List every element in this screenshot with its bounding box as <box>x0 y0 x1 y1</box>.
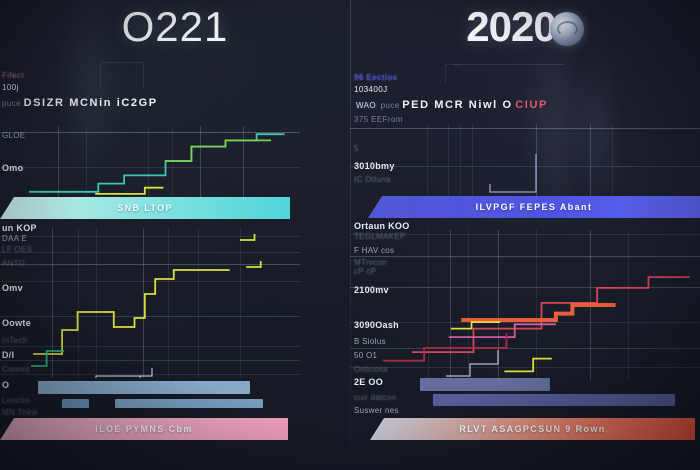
meta-line-3-prefix: puce <box>2 98 21 108</box>
meta-line-3-accent: CIUP <box>515 98 548 111</box>
globe-orb-icon <box>549 12 584 46</box>
banner-right-top[interactable]: ILVPGF FEPES Abant <box>368 196 700 218</box>
headline-right-text: 2020 <box>466 3 556 50</box>
bar-secondary[interactable] <box>433 394 675 406</box>
axis-label-right-16: Suswer nes <box>354 406 399 415</box>
chart-right-lower <box>350 230 700 380</box>
series-yellow-stub <box>95 186 164 195</box>
axis-label-left-11: O <box>2 380 10 390</box>
bar-primary[interactable] <box>38 381 250 394</box>
meta-line-1: 96 Eectios <box>354 73 398 82</box>
chart-left-upper-lines <box>29 133 285 195</box>
chart-left-bracket <box>95 368 153 378</box>
bar-small-a[interactable] <box>62 399 89 408</box>
banner-left-bottom-label: ILOE PYMNS Cbm <box>95 424 193 434</box>
series-teal-step <box>29 133 285 193</box>
ghost-rule-right <box>454 64 564 65</box>
bar-primary[interactable] <box>420 378 550 391</box>
meta-line-3-main: PED MCR Niwl O <box>402 98 513 111</box>
meta-line-3-prefix: puce <box>380 100 400 110</box>
chart-right-bracket <box>446 350 499 377</box>
headline-right: 2020 <box>350 6 700 48</box>
meta-line-3: puce DSIZR MCNin iC2GP <box>2 95 158 112</box>
banner-left-bottom[interactable]: ILOE PYMNS Cbm <box>0 418 288 440</box>
meta-block-right: 96 Eectios 103400J WAO puce PED MCR Niwl… <box>354 72 548 126</box>
axis-label-left-12: Lenciin <box>2 396 30 405</box>
banner-right-top-label: ILVPGF FEPES Abant <box>475 202 593 212</box>
meta-block-left: Fifect 100j puce DSIZR MCNin iC2GP <box>2 70 158 112</box>
bar-small-b[interactable] <box>115 399 263 408</box>
banner-left-top-label: SNB LTOP <box>117 203 173 213</box>
axis-label-left-13: MN Thkw <box>2 408 38 417</box>
chart-right-upper-lines <box>489 154 537 193</box>
chart-right-upper <box>350 124 700 196</box>
banner-right-bottom-label: RLVT ASAGPCSUN 9 Rown <box>459 424 606 434</box>
banner-right-bottom[interactable]: RLVT ASAGPCSUN 9 Rown <box>370 418 695 440</box>
meta-line-2: 100j <box>2 83 19 93</box>
chart-left-upper <box>0 126 300 198</box>
meta-line-3-main: DSIZR MCNin iC2GP <box>23 96 158 109</box>
axis-label-right-15: cuir datcon <box>354 393 397 402</box>
meta-line-3: WAO puce PED MCR Niwl O CIUP <box>354 97 548 114</box>
headline-left: O221 <box>121 3 229 50</box>
panel-right-2020: 2020 96 Eectios 103400J WAO puce PED MCR… <box>350 0 700 470</box>
meta-line-1: Fifect <box>2 71 24 80</box>
panel-left-2021: O221 Fifect 100j puce DSIZR MCNin iC2GP … <box>0 0 300 440</box>
meta-line-3-chip: WAO <box>354 100 379 110</box>
chart-left-lower <box>0 228 300 378</box>
banner-left-top[interactable]: SNB LTOP <box>0 197 290 219</box>
series-green-step <box>165 139 271 162</box>
meta-line-2: 103400J <box>354 85 388 95</box>
